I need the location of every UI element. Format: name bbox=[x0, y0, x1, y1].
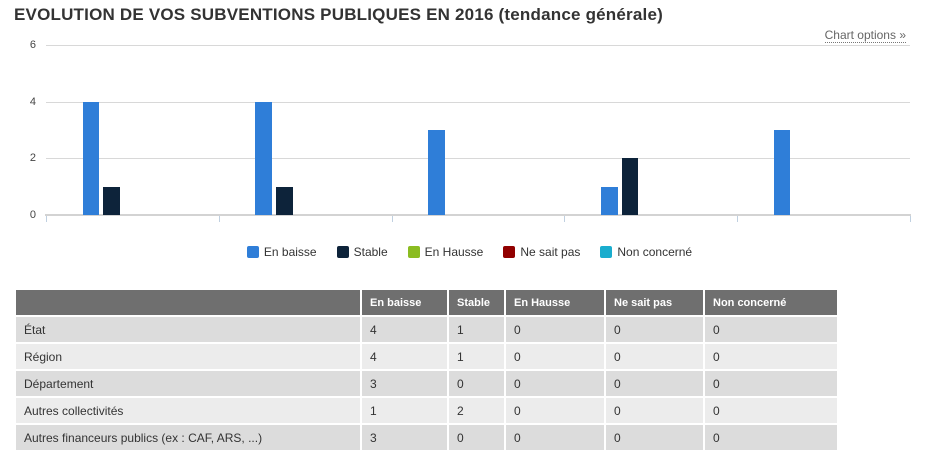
table-cell: 1 bbox=[449, 317, 504, 342]
bar-en-baisse bbox=[773, 130, 791, 215]
legend-swatch-icon bbox=[407, 246, 420, 258]
legend-label: Stable bbox=[353, 245, 388, 259]
table-cell: 0 bbox=[506, 398, 604, 423]
table-header-cell: En Hausse bbox=[506, 290, 604, 315]
table-cell: 0 bbox=[606, 398, 703, 423]
x-axis-tick bbox=[218, 216, 220, 222]
bar-stable bbox=[276, 186, 293, 215]
bar-en-baisse bbox=[82, 101, 100, 215]
table-row: Autres financeurs publics (ex : CAF, ARS… bbox=[16, 425, 837, 450]
table-header-cell: Non concerné bbox=[705, 290, 837, 315]
table-row: Région 4 1 0 0 0 bbox=[16, 344, 837, 369]
x-axis-tick bbox=[46, 216, 47, 222]
table-header-cell bbox=[16, 290, 360, 315]
table-cell: 4 bbox=[362, 344, 447, 369]
bar-chart: 0 2 4 6 bbox=[29, 39, 911, 222]
table-cell: 0 bbox=[606, 317, 703, 342]
bar-stable bbox=[103, 186, 120, 215]
grid-line bbox=[46, 158, 910, 160]
table-cell: 0 bbox=[705, 344, 837, 369]
table-head: En baisse Stable En Hausse Ne sait pas Non c… bbox=[16, 290, 837, 315]
y-axis-label: 6 bbox=[29, 39, 36, 51]
table-cell: 0 bbox=[705, 398, 837, 423]
legend-item[interactable]: En Hausse bbox=[407, 245, 484, 259]
legend-item[interactable]: Non concerné bbox=[600, 245, 692, 259]
legend-swatch-icon bbox=[503, 246, 516, 258]
x-axis-tick bbox=[910, 216, 911, 222]
legend-label: Ne sait pas bbox=[520, 245, 581, 259]
table-cell: 3 bbox=[362, 425, 447, 450]
table-cell: 4 bbox=[362, 317, 447, 342]
legend-swatch-icon bbox=[246, 246, 259, 258]
y-axis-label: 0 bbox=[29, 209, 36, 221]
table-header-cell: En baisse bbox=[362, 290, 447, 315]
legend-item[interactable]: Ne sait pas bbox=[503, 245, 580, 259]
table-header-row: En baisse Stable En Hausse Ne sait pas Non c… bbox=[16, 290, 837, 315]
chart-legend: En baisse Stable En Hausse Ne sait pas Non c… bbox=[0, 244, 939, 260]
table-body: État 4 1 0 0 0 Région 4 1 0 0 0 Département 3 0 0 0 0 Autr… bbox=[16, 317, 837, 450]
table-cell: 1 bbox=[449, 344, 504, 369]
table-row: Département 3 0 0 0 0 bbox=[16, 371, 837, 396]
row-label: État bbox=[16, 317, 360, 342]
table-header-cell: Stable bbox=[449, 290, 504, 315]
table-cell: 0 bbox=[606, 371, 703, 396]
table-cell: 1 bbox=[362, 398, 447, 423]
table-cell: 0 bbox=[705, 425, 837, 450]
table-row: Autres collectivités 1 2 0 0 0 bbox=[16, 398, 837, 423]
x-axis-tick bbox=[564, 216, 566, 222]
bar-stable bbox=[621, 158, 639, 215]
page-title: EVOLUTION DE VOS SUBVENTIONS PUBLIQUES E… bbox=[14, 5, 663, 24]
legend-label: En baisse bbox=[263, 245, 317, 259]
bar-en-baisse bbox=[255, 101, 272, 215]
row-label: Département bbox=[16, 371, 360, 396]
x-axis-tick bbox=[391, 216, 393, 222]
legend-item[interactable]: En baisse bbox=[246, 245, 317, 259]
legend-swatch-icon bbox=[600, 246, 613, 258]
table-cell: 0 bbox=[705, 371, 837, 396]
table-cell: 0 bbox=[449, 371, 504, 396]
x-axis-tick bbox=[737, 216, 739, 222]
x-axis-line bbox=[45, 214, 911, 216]
results-table-wrap: En baisse Stable En Hausse Ne sait pas Non c… bbox=[14, 288, 839, 452]
legend-item[interactable]: Stable bbox=[336, 245, 388, 259]
table-cell: 2 bbox=[449, 398, 504, 423]
table-cell: 3 bbox=[362, 371, 447, 396]
table-cell: 0 bbox=[449, 425, 504, 450]
legend-label: Non concerné bbox=[617, 245, 693, 259]
y-axis-label: 2 bbox=[29, 152, 36, 165]
data-table: En baisse Stable En Hausse Ne sait pas Non c… bbox=[14, 288, 839, 452]
bar-en-baisse bbox=[601, 186, 618, 215]
legend-swatch-icon bbox=[336, 246, 349, 258]
table-cell: 0 bbox=[506, 425, 604, 450]
bar-en-baisse bbox=[428, 130, 445, 215]
table-cell: 0 bbox=[506, 317, 604, 342]
table-cell: 0 bbox=[705, 317, 837, 342]
table-cell: 0 bbox=[506, 371, 604, 396]
grid-line bbox=[46, 45, 910, 46]
row-label: Autres collectivités bbox=[16, 398, 360, 423]
grid-line bbox=[46, 101, 910, 103]
table-row: État 4 1 0 0 0 bbox=[16, 317, 837, 342]
row-label: Autres financeurs publics (ex : CAF, ARS… bbox=[16, 425, 360, 450]
table-cell: 0 bbox=[506, 344, 604, 369]
table-cell: 0 bbox=[606, 344, 703, 369]
chart-options-link[interactable]: Chart options » bbox=[824, 28, 906, 43]
table-header-cell: Ne sait pas bbox=[606, 290, 703, 315]
row-label: Région bbox=[16, 344, 360, 369]
legend-label: En Hausse bbox=[424, 245, 484, 259]
table-cell: 0 bbox=[606, 425, 703, 450]
y-axis-label: 4 bbox=[29, 95, 36, 108]
